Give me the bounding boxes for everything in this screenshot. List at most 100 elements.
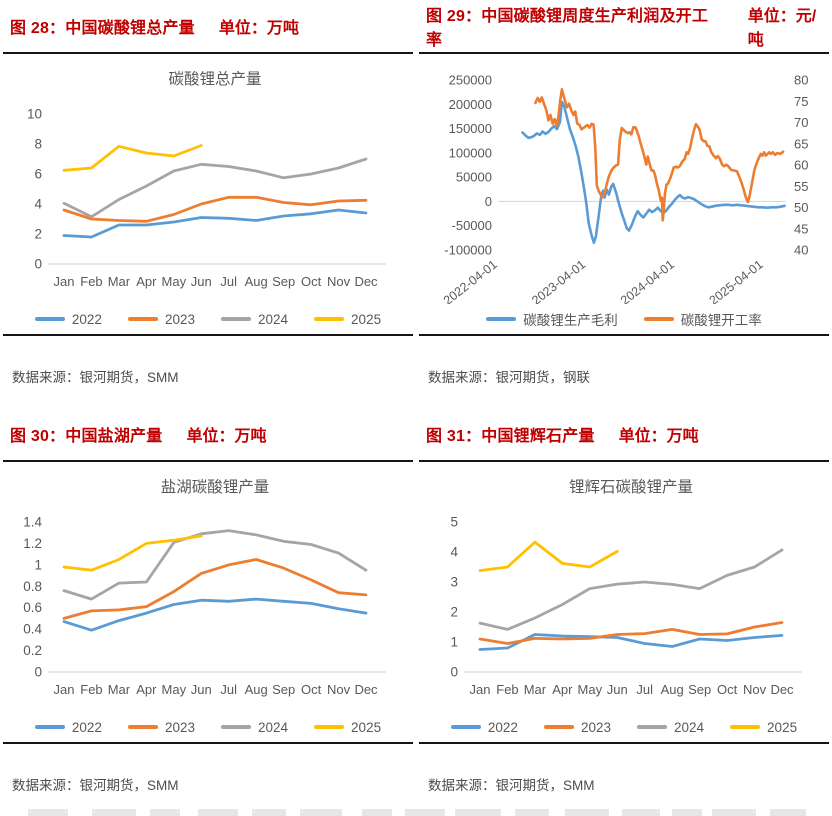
- x-tick-label: May: [162, 274, 187, 289]
- legend-line-swatch: [643, 317, 674, 321]
- cropped-block: [28, 809, 68, 816]
- x-tick-label: 2025-04-01: [707, 257, 766, 304]
- cropped-block: [622, 809, 660, 816]
- cropped-block: [150, 809, 180, 816]
- y-tick-label: 8: [34, 137, 42, 152]
- x-tick-label: Sep: [688, 682, 711, 697]
- right-tick-label: 80: [794, 73, 808, 88]
- y-tick-label: 3: [450, 575, 458, 590]
- y-tick-label: 2: [450, 605, 458, 620]
- series-line-2024: [62, 157, 368, 219]
- series-line-2025: [62, 144, 203, 172]
- figure-31-chart: 锂辉石碳酸锂产量 0 1 2 3 4 5 Jan Feb Mar Apr May Jun Jul Aug Se…: [450, 478, 802, 697]
- cropped-block: [198, 809, 238, 816]
- series-line-2022: [62, 208, 368, 239]
- figure-31-source: 数据来源：银河期货，SMM: [428, 778, 595, 793]
- divider-line: [419, 52, 829, 54]
- x-tick-label: Jun: [607, 682, 628, 697]
- legend-entry: 2025: [314, 312, 381, 327]
- left-tick-label: 50000: [456, 170, 492, 185]
- figure-30-source: 数据来源：银河期货，SMM: [12, 778, 179, 793]
- legend-entry: 2022: [450, 720, 518, 735]
- x-tick-label: Nov: [743, 682, 767, 697]
- divider-line: [419, 334, 829, 336]
- legend-label: 2023: [580, 719, 611, 735]
- y-tick-label: 4: [34, 197, 42, 212]
- legend-label: 碳酸锂开工率: [680, 313, 762, 328]
- cropped-block: [770, 809, 806, 816]
- x-tick-label: Jun: [191, 274, 212, 289]
- legend-label: 2025: [351, 719, 382, 735]
- left-tick-label: 150000: [449, 121, 492, 136]
- left-tick-label: 200000: [449, 97, 492, 112]
- left-tick-label: -100000: [444, 243, 492, 258]
- legend-line-swatch: [314, 317, 345, 321]
- figure-28-unit: 单位：万吨: [218, 20, 299, 37]
- legend-entry: 碳酸锂开工率: [643, 309, 762, 329]
- right-tick-label: 75: [794, 94, 808, 109]
- legend-label: 2024: [674, 719, 705, 735]
- left-tick-label: 100000: [449, 145, 492, 160]
- cropped-block: [362, 809, 392, 816]
- divider-line: [3, 742, 413, 744]
- right-tick-label: 50: [794, 200, 808, 215]
- cropped-block: [672, 809, 702, 816]
- legend-label: 2025: [767, 719, 798, 735]
- figure-29-legend: 碳酸锂生产毛利 碳酸锂开工率: [416, 304, 832, 334]
- figure-28-heading: 图 28：中国碳酸锂总产量: [10, 20, 195, 37]
- x-tick-label: Feb: [80, 274, 102, 289]
- left-tick-label: 250000: [449, 73, 492, 88]
- legend-entry: 2023: [127, 311, 195, 327]
- y-tick-label: 1: [34, 557, 42, 572]
- y-tick-label: 0: [34, 257, 42, 272]
- series-line-2025: [62, 534, 203, 572]
- x-tick-label: May: [162, 682, 187, 697]
- series-line-2022: [62, 597, 368, 632]
- legend-entry: 2023: [543, 719, 611, 735]
- right-tick-label: 45: [794, 221, 808, 236]
- legend-label: 2024: [258, 719, 289, 735]
- series-line-2023: [62, 195, 368, 223]
- x-tick-label: Apr: [136, 274, 157, 289]
- cropped-block: [712, 809, 756, 816]
- y-tick-label: 0.6: [23, 600, 42, 615]
- series-line-2025: [478, 540, 619, 572]
- y-tick-label: 0: [450, 665, 458, 680]
- x-tick-label: Sep: [272, 274, 295, 289]
- x-tick-label: Jul: [220, 274, 237, 289]
- x-tick-label: Apr: [552, 682, 573, 697]
- y-tick-label: 1.4: [23, 515, 42, 530]
- legend-entry: 2025: [314, 720, 381, 735]
- x-tick-label: Jan: [470, 682, 491, 697]
- x-tick-label: May: [578, 682, 603, 697]
- figure-30-unit: 单位：万吨: [186, 428, 267, 445]
- x-tick-label: Oct: [301, 274, 322, 289]
- legend-line-swatch: [543, 725, 574, 729]
- legend-label: 2023: [164, 311, 195, 327]
- cropped-block: [455, 809, 501, 816]
- figure-30-heading: 图 30：中国盐湖产量: [10, 428, 163, 445]
- legend-label: 2022: [71, 311, 102, 327]
- figure-30-chart: 盐湖碳酸锂产量 0 0.2 0.4 0.6 0.8 1 1.2 1.4 Jan Feb Mar Apr M…: [23, 478, 386, 697]
- y-tick-label: 2: [34, 227, 42, 242]
- divider-line: [3, 52, 413, 54]
- x-tick-label: Sep: [272, 682, 295, 697]
- x-tick-label: Oct: [717, 682, 738, 697]
- figure-28-legend: 2022 2023 2024 2025: [0, 304, 416, 334]
- y-tick-label: 0.2: [23, 643, 42, 658]
- cropped-block: [565, 809, 609, 816]
- x-tick-label: Apr: [136, 682, 157, 697]
- figure-28-head: 图 28：中国碳酸锂总产量 单位：万吨: [0, 0, 416, 52]
- x-tick-label: Mar: [108, 274, 131, 289]
- figure-28-panel: 图 28：中国碳酸锂总产量 单位：万吨 碳酸锂总产量 0 2 4 6 8 10 Jan Feb M…: [0, 0, 416, 408]
- legend-label: 碳酸锂生产毛利: [523, 313, 618, 328]
- figure-29-panel: 图 29：中国碳酸锂周度生产利润及开工率 单位：元/吨 250000 200000…: [416, 0, 832, 408]
- legend-label: 2024: [258, 311, 289, 327]
- x-tick-label: Feb: [496, 682, 518, 697]
- x-tick-label: 2022-04-01: [441, 257, 500, 304]
- x-tick-label: Oct: [301, 682, 322, 697]
- x-tick-label: Jan: [54, 274, 75, 289]
- right-tick-label: 65: [794, 136, 808, 151]
- x-tick-label: 2024-04-01: [618, 257, 677, 304]
